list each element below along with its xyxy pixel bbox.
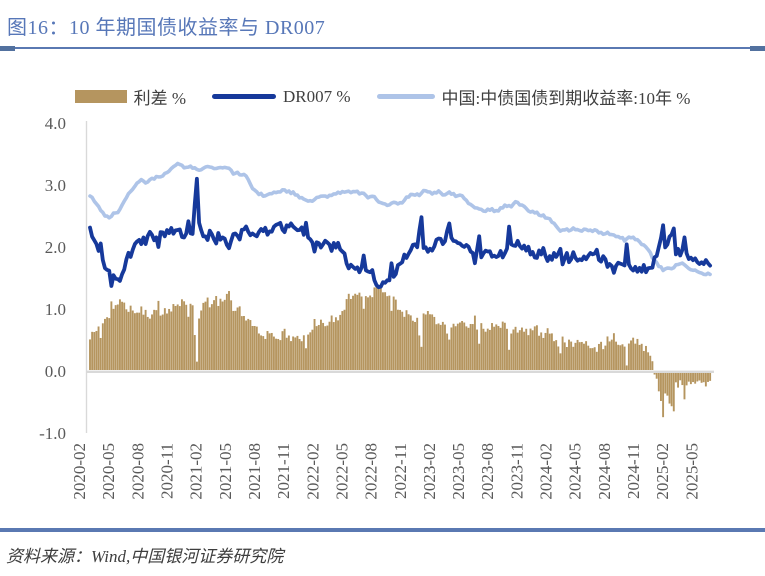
svg-text:2020-11: 2020-11 xyxy=(157,443,176,499)
legend-label-spread: 利差 % xyxy=(133,89,187,108)
svg-text:2024-11: 2024-11 xyxy=(624,443,643,499)
figure-title: 图16：10 年期国债收益率与 DR007 xyxy=(7,17,326,39)
svg-text:2023-02: 2023-02 xyxy=(420,443,439,500)
svg-text:2021-11: 2021-11 xyxy=(274,443,293,499)
chart-legend: 利差 % DR007 % 中国:中债国债到期收益率:10年 % xyxy=(0,84,765,109)
svg-text:0.0: 0.0 xyxy=(45,362,66,381)
treasury-10y-line-swatch-icon xyxy=(376,94,435,99)
svg-text:2024-02: 2024-02 xyxy=(537,443,556,500)
spread-bar-swatch-icon xyxy=(74,90,127,103)
spread-bars xyxy=(89,285,712,418)
svg-text:2025-02: 2025-02 xyxy=(653,443,672,500)
svg-text:2020-02: 2020-02 xyxy=(70,443,89,500)
dr007-line-swatch-icon xyxy=(212,94,277,99)
svg-text:2025-05: 2025-05 xyxy=(682,443,701,500)
svg-text:2020-05: 2020-05 xyxy=(99,443,118,500)
dr007-line xyxy=(88,176,712,290)
source-note: 资料来源：Wind,中国银河证券研究院 xyxy=(6,547,284,566)
svg-text:2023-05: 2023-05 xyxy=(449,443,468,500)
svg-text:4.0: 4.0 xyxy=(45,114,66,133)
bottom-divider-line xyxy=(0,528,765,532)
svg-text:2023-08: 2023-08 xyxy=(478,443,497,500)
y-axis-labels: 4.0 3.0 2.0 1.0 0.0 -1.0 xyxy=(39,114,66,443)
svg-text:2024-05: 2024-05 xyxy=(566,443,585,500)
legend-item-treasury-10y: 中国:中债国债到期收益率:10年 % xyxy=(376,84,691,109)
svg-text:2.0: 2.0 xyxy=(45,238,66,257)
svg-text:2022-08: 2022-08 xyxy=(362,443,381,500)
svg-text:2022-02: 2022-02 xyxy=(303,443,322,500)
legend-label-dr007: DR007 % xyxy=(283,86,351,106)
svg-text:2020-08: 2020-08 xyxy=(128,443,147,500)
legend-item-dr007: DR007 % xyxy=(212,87,351,107)
title-divider-endcap-left xyxy=(0,46,15,51)
legend-item-spread: 利差 % xyxy=(74,84,187,109)
title-divider-line xyxy=(0,47,765,49)
legend-label-treasury-10y: 中国:中债国债到期收益率:10年 % xyxy=(441,89,691,108)
svg-text:2023-11: 2023-11 xyxy=(507,443,526,499)
svg-text:1.0: 1.0 xyxy=(45,300,66,319)
svg-text:2022-05: 2022-05 xyxy=(332,443,351,500)
svg-text:2021-08: 2021-08 xyxy=(245,443,264,500)
svg-text:-1.0: -1.0 xyxy=(39,424,66,443)
svg-text:3.0: 3.0 xyxy=(45,176,66,195)
svg-text:2022-11: 2022-11 xyxy=(391,443,410,499)
svg-text:2021-02: 2021-02 xyxy=(187,443,206,500)
svg-text:2024-08: 2024-08 xyxy=(595,443,614,500)
treasury-10y-line xyxy=(88,161,712,277)
svg-text:2021-05: 2021-05 xyxy=(216,443,235,500)
title-divider-endcap-right xyxy=(750,46,765,51)
x-axis-labels: 2020-02 2020-05 2020-08 2020-11 2021-02 2021-… xyxy=(70,443,701,500)
